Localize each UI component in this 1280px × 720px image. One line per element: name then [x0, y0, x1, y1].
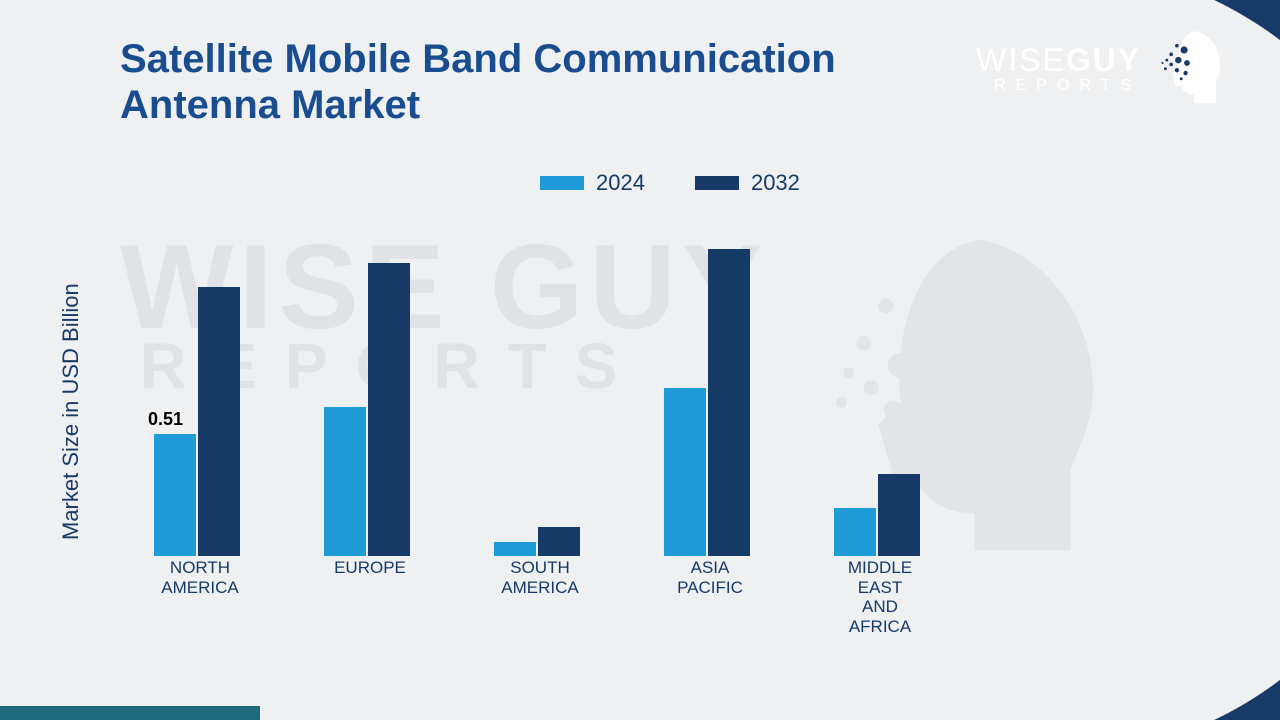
bottom-accent-bar — [0, 706, 260, 720]
plot-area: 0.51 — [110, 196, 970, 556]
y-axis-label: Market Size in USD Billion — [58, 283, 84, 540]
brand-logo: WISEGUY REPORTS — [976, 28, 1256, 108]
legend: 2024 2032 — [540, 170, 800, 196]
bar-2024 — [324, 407, 366, 556]
legend-swatch-2024 — [540, 176, 584, 190]
legend-item-2024: 2024 — [540, 170, 645, 196]
legend-swatch-2032 — [695, 176, 739, 190]
bar-2032 — [708, 249, 750, 556]
x-axis-label: NORTH AMERICA — [135, 558, 265, 597]
x-axis-label: MIDDLE EAST AND AFRICA — [815, 558, 945, 636]
legend-label-2032: 2032 — [751, 170, 800, 196]
bar-2024 — [154, 434, 196, 556]
logo-line2: REPORTS — [976, 77, 1141, 95]
chart-title: Satellite Mobile Band Communication Ante… — [120, 36, 880, 128]
x-axis-label: EUROPE — [305, 558, 435, 578]
bar-2032 — [198, 287, 240, 556]
bar-chart: 0.51 NORTH AMERICAEUROPESOUTH AMERICAASI… — [110, 196, 970, 556]
legend-label-2024: 2024 — [596, 170, 645, 196]
bar-2032 — [538, 527, 580, 556]
chart-canvas: WISE GUY REPORTS WISEGUY REPORTS — [0, 0, 1280, 720]
x-axis-label: SOUTH AMERICA — [475, 558, 605, 597]
logo-word-wise: WISE — [976, 42, 1066, 78]
bar-2032 — [368, 263, 410, 556]
legend-item-2032: 2032 — [695, 170, 800, 196]
bar-2024 — [834, 508, 876, 556]
bar-2024 — [664, 388, 706, 556]
logo-line1: WISEGUY — [976, 42, 1141, 79]
bar-2032 — [878, 474, 920, 556]
logo-head-icon — [1151, 28, 1223, 108]
logo-text: WISEGUY REPORTS — [976, 42, 1141, 95]
bar-2024 — [494, 542, 536, 556]
bar-value-label: 0.51 — [148, 409, 183, 430]
x-axis-label: ASIA PACIFIC — [645, 558, 775, 597]
logo-word-guy: GUY — [1066, 42, 1141, 78]
